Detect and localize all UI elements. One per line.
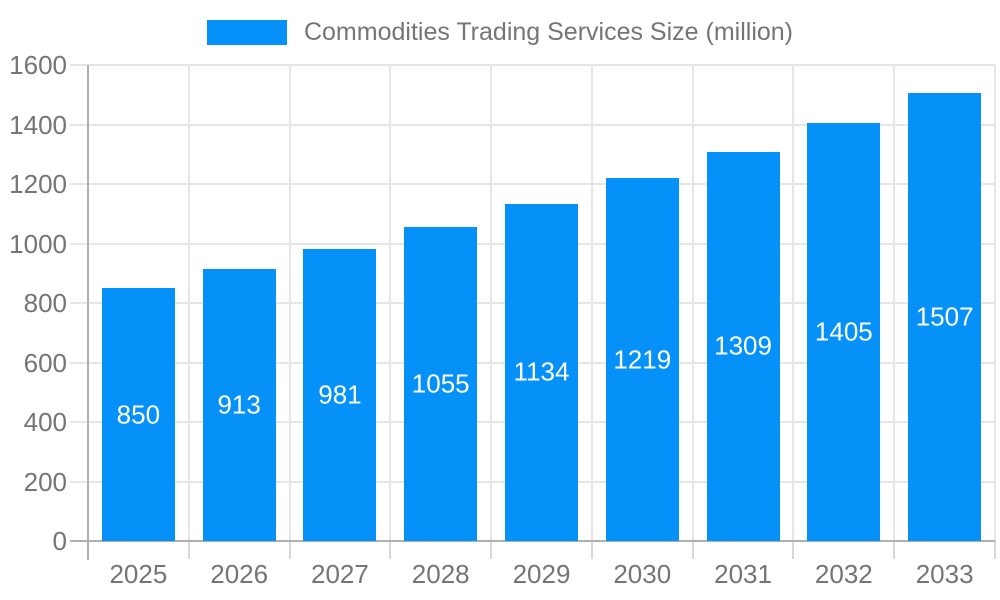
y-axis-tick-label: 200 <box>23 466 67 497</box>
x-axis-tick-label: 2025 <box>109 559 168 589</box>
x-gridline <box>288 65 291 541</box>
bar-value-label: 1055 <box>411 368 470 399</box>
bar-value-label: 1134 <box>513 356 570 387</box>
bar-value-label: 1309 <box>714 330 772 361</box>
y-axis-tick-label: 600 <box>23 347 67 378</box>
x-axis-line <box>70 540 995 542</box>
x-axis-tick-label: 2026 <box>210 559 269 589</box>
x-gridline <box>590 65 593 541</box>
bar[interactable] <box>404 227 478 541</box>
x-axis-tick-label: 2027 <box>311 559 369 589</box>
y-gridline <box>70 183 995 185</box>
y-axis-line <box>87 65 89 560</box>
bar[interactable] <box>303 249 377 541</box>
x-axis-tick-label: 2032 <box>814 559 873 589</box>
y-axis-tick-label: 800 <box>23 288 67 318</box>
x-axis-tick <box>691 541 694 559</box>
x-axis-tick <box>490 541 493 559</box>
x-axis-tick <box>389 541 392 559</box>
legend-item[interactable]: Commodities Trading Services Size (milli… <box>0 17 1000 46</box>
bar-value-label: 1405 <box>814 316 873 347</box>
bar[interactable] <box>505 203 578 541</box>
x-axis-tick <box>792 541 795 559</box>
bar-value-label: 1219 <box>613 344 672 375</box>
y-axis-tick-label: 1600 <box>9 50 67 80</box>
y-axis-tick-label: 1000 <box>9 228 67 259</box>
y-gridline <box>70 64 995 66</box>
bar-value-label: 850 <box>116 399 161 430</box>
y-axis-tick-label: 0 <box>52 526 67 556</box>
x-axis-tick <box>288 541 291 559</box>
y-axis-tick-label: 1400 <box>9 109 67 140</box>
x-gridline <box>893 65 896 541</box>
bar[interactable] <box>908 92 982 541</box>
x-axis-tick <box>187 541 190 559</box>
bar-value-label: 1507 <box>915 301 974 332</box>
bar-value-label: 913 <box>217 389 261 420</box>
x-gridline <box>187 65 190 541</box>
x-gridline <box>691 65 694 541</box>
x-gridline <box>490 65 493 541</box>
bar-value-label: 981 <box>318 379 362 410</box>
y-axis-tick-label: 1200 <box>9 169 67 199</box>
y-axis-tick-label: 400 <box>23 407 67 437</box>
x-gridline <box>792 65 795 541</box>
x-gridline <box>994 65 996 541</box>
x-axis-tick <box>590 541 593 559</box>
x-axis-tick-label: 2031 <box>714 559 772 589</box>
bar[interactable] <box>605 178 679 541</box>
y-gridline <box>70 123 995 126</box>
legend-label: Commodities Trading Services Size (milli… <box>303 17 794 46</box>
x-axis-tick <box>893 541 896 559</box>
legend-swatch <box>206 19 287 45</box>
x-axis-tick-label: 2030 <box>613 559 672 589</box>
bar[interactable] <box>706 151 780 541</box>
x-gridline <box>389 65 392 541</box>
bar[interactable] <box>807 123 881 541</box>
x-axis-tick <box>994 541 996 559</box>
x-axis-tick-label: 2028 <box>411 559 470 589</box>
x-axis-tick-label: 2033 <box>915 559 974 589</box>
x-axis-tick-label: 2029 <box>512 559 571 589</box>
bar[interactable] <box>101 288 175 541</box>
bar[interactable] <box>202 269 276 541</box>
